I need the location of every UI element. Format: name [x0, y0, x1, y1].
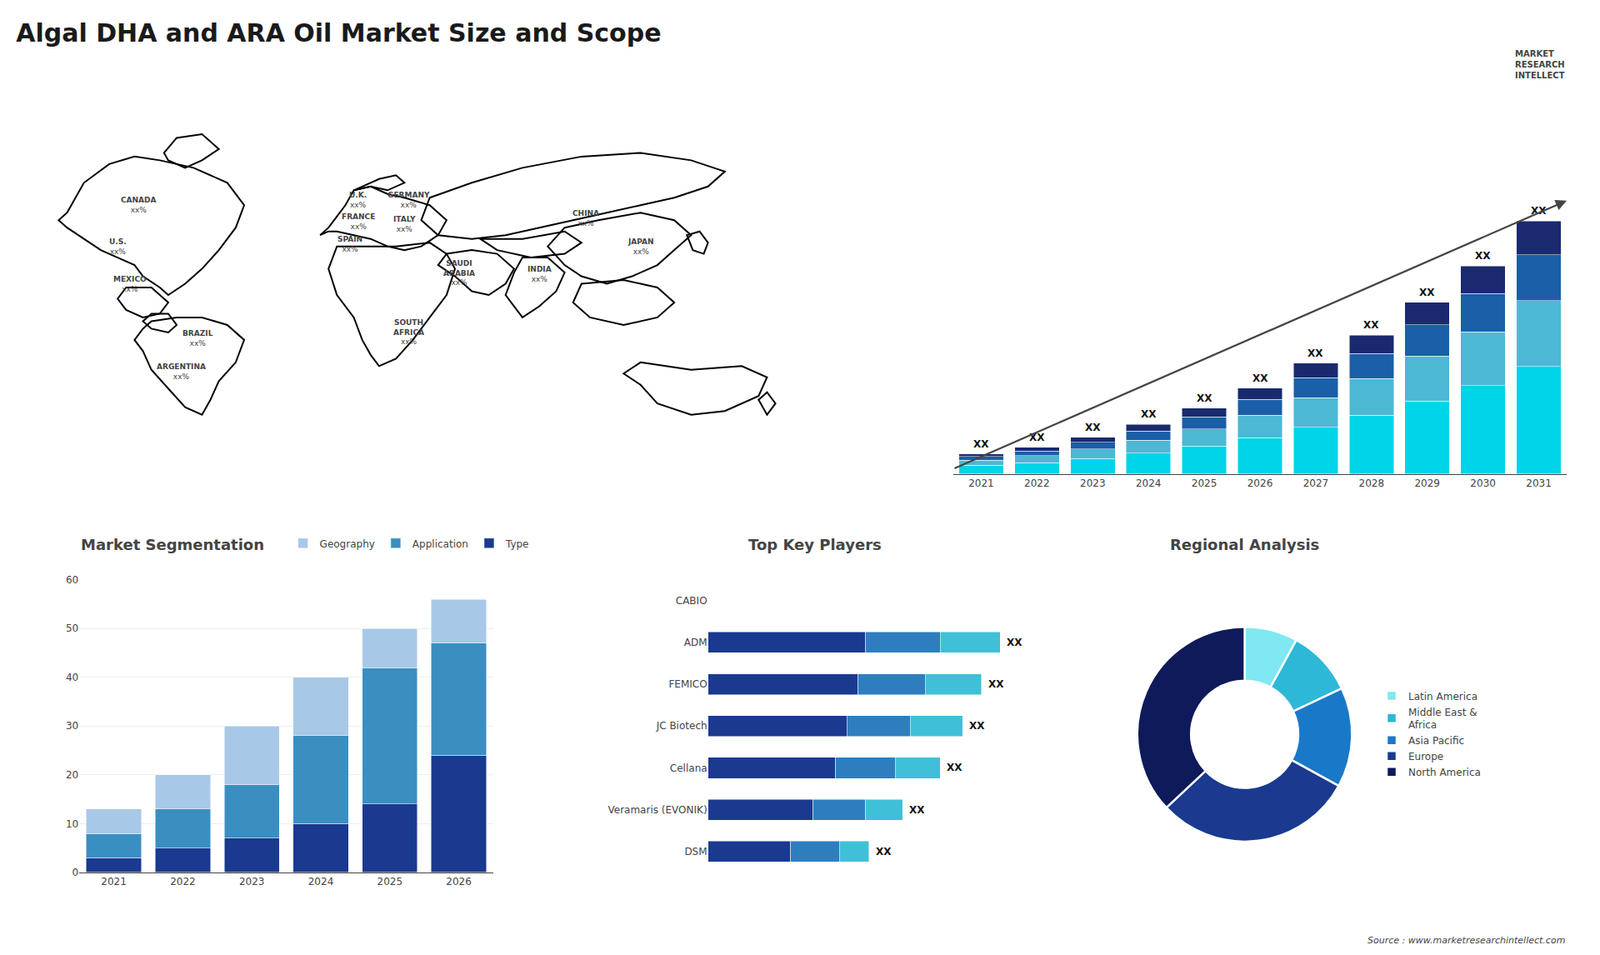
svg-text:2022: 2022: [170, 875, 196, 888]
svg-text:ADM: ADM: [684, 636, 708, 649]
svg-text:Regional Analysis: Regional Analysis: [1170, 535, 1320, 554]
svg-text:Type: Type: [505, 538, 530, 550]
svg-text:MARKETRESEARCHINTELLECT: MARKETRESEARCHINTELLECT: [1515, 49, 1565, 80]
svg-text:DSM: DSM: [684, 845, 707, 858]
svg-text:0: 0: [72, 866, 80, 879]
svg-text:2029: 2029: [1414, 477, 1440, 490]
svg-text:ARGENTINAxx%: ARGENTINAxx%: [156, 362, 206, 381]
svg-text:SPAINxx%: SPAINxx%: [337, 235, 363, 254]
svg-text:Source : www.marketresearchint: Source : www.marketresearchintellect.com: [1367, 935, 1565, 946]
svg-text:Asia Pacific: Asia Pacific: [1408, 735, 1465, 747]
svg-text:XX: XX: [1363, 319, 1380, 331]
svg-text:SAUDIARABIAxx%: SAUDIARABIAxx%: [443, 259, 475, 287]
svg-text:North America: North America: [1408, 766, 1481, 779]
svg-text:60: 60: [65, 574, 79, 586]
svg-text:Algal DHA and ARA Oil Market S: Algal DHA and ARA Oil Market Size and Sc…: [15, 18, 661, 48]
svg-text:XX: XX: [1085, 421, 1101, 434]
svg-text:XX: XX: [875, 845, 892, 858]
svg-text:FEMICO: FEMICO: [668, 678, 707, 690]
svg-text:XX: XX: [1252, 372, 1269, 385]
svg-text:40: 40: [65, 671, 79, 684]
svg-text:XX: XX: [1475, 250, 1491, 262]
svg-text:2023: 2023: [239, 875, 265, 888]
svg-text:XX: XX: [1196, 392, 1213, 405]
svg-text:10: 10: [65, 818, 79, 830]
svg-text:50: 50: [65, 622, 79, 635]
svg-text:XX: XX: [909, 804, 925, 816]
svg-text:Application: Application: [412, 538, 469, 550]
svg-text:U.S.xx%: U.S.xx%: [109, 237, 127, 256]
svg-text:CANADAxx%: CANADAxx%: [120, 195, 157, 215]
svg-text:Latin America: Latin America: [1408, 690, 1478, 703]
svg-text:XX: XX: [1530, 205, 1547, 217]
svg-text:XX: XX: [1140, 408, 1157, 420]
svg-text:CABIO: CABIO: [675, 595, 708, 607]
svg-text:Middle East &Africa: Middle East &Africa: [1408, 706, 1478, 732]
svg-text:2024: 2024: [308, 875, 335, 888]
svg-text:2026: 2026: [1247, 477, 1274, 490]
svg-text:XX: XX: [1029, 431, 1045, 444]
svg-text:2023: 2023: [1080, 477, 1106, 490]
svg-text:GERMANYxx%: GERMANYxx%: [387, 190, 430, 210]
svg-text:Europe: Europe: [1408, 750, 1444, 763]
svg-text:2021: 2021: [100, 875, 127, 888]
svg-text:XX: XX: [946, 761, 963, 774]
svg-text:INDIAxx%: INDIAxx%: [527, 265, 552, 284]
svg-text:XX: XX: [969, 720, 985, 732]
svg-text:XX: XX: [1419, 286, 1435, 299]
svg-text:2025: 2025: [1191, 477, 1218, 490]
svg-text:2028: 2028: [1359, 477, 1385, 490]
svg-text:20: 20: [65, 769, 79, 781]
svg-text:Veramaris (EVONIK): Veramaris (EVONIK): [607, 804, 707, 816]
svg-text:FRANCExx%: FRANCExx%: [341, 212, 375, 231]
svg-text:2025: 2025: [377, 875, 404, 888]
svg-text:Geography: Geography: [320, 538, 375, 550]
svg-text:2031: 2031: [1525, 477, 1552, 490]
svg-text:XX: XX: [1307, 347, 1324, 360]
svg-text:Market Segmentation: Market Segmentation: [80, 535, 265, 554]
svg-text:30: 30: [65, 720, 79, 732]
svg-text:XX: XX: [988, 678, 1005, 690]
svg-text:2024: 2024: [1135, 477, 1162, 490]
svg-text:XX: XX: [973, 438, 990, 450]
svg-text:MEXICOxx%: MEXICOxx%: [113, 275, 147, 294]
svg-text:JAPANxx%: JAPANxx%: [627, 237, 655, 256]
svg-text:XX: XX: [1006, 636, 1023, 649]
svg-text:JC Biotech: JC Biotech: [655, 720, 708, 732]
svg-text:ITALYxx%: ITALYxx%: [393, 215, 416, 234]
svg-text:CHINAxx%: CHINAxx%: [572, 209, 600, 228]
svg-text:BRAZILxx%: BRAZILxx%: [182, 329, 214, 348]
svg-text:U.K.xx%: U.K.xx%: [349, 190, 367, 210]
svg-text:2030: 2030: [1470, 477, 1496, 490]
svg-text:2026: 2026: [445, 875, 472, 888]
svg-text:Top Key Players: Top Key Players: [748, 535, 882, 554]
svg-text:2027: 2027: [1303, 477, 1330, 490]
svg-text:SOUTHAFRICAxx%: SOUTHAFRICAxx%: [393, 318, 425, 346]
svg-text:2021: 2021: [968, 477, 995, 490]
svg-text:2022: 2022: [1024, 477, 1050, 490]
svg-text:Cellana: Cellana: [670, 762, 708, 775]
